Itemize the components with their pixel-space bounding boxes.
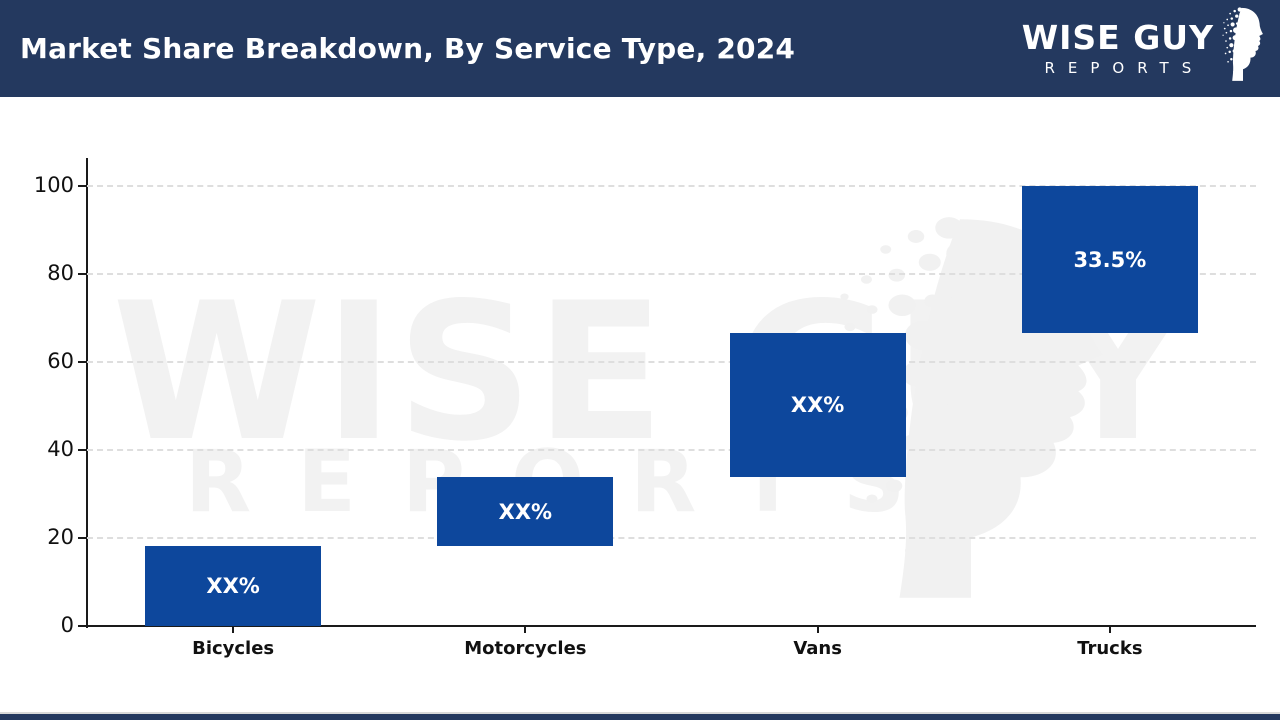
y-tick-label: 40	[47, 437, 74, 461]
y-tick-mark	[78, 625, 87, 627]
bar-vans: XX%	[729, 333, 906, 478]
y-tick-mark	[78, 273, 87, 275]
y-tick-label: 100	[33, 173, 74, 197]
logo-primary-text: WISE GUY	[1021, 18, 1214, 57]
x-category-label: Vans	[793, 638, 842, 659]
gridline	[87, 185, 1256, 187]
y-tick-mark	[78, 361, 87, 363]
logo-secondary-text: REPORTS	[1044, 59, 1205, 77]
x-axis-line	[85, 625, 1256, 627]
header-bar: Market Share Breakdown, By Service Type,…	[0, 0, 1280, 97]
x-tick-mark	[524, 627, 527, 633]
footer-bar	[0, 714, 1280, 720]
y-tick-mark	[78, 449, 87, 451]
y-tick-label: 80	[47, 261, 74, 285]
x-tick-mark	[1108, 627, 1111, 633]
y-tick-label: 60	[47, 349, 74, 373]
gridline	[87, 273, 1256, 275]
bar-value-label: 33.5%	[1073, 247, 1147, 272]
y-axis-line	[86, 158, 88, 628]
wiseguy-logo-text: WISE GUY REPORTS	[1022, 21, 1214, 76]
y-tick-mark	[78, 537, 87, 539]
bar-trucks: 33.5%	[1021, 186, 1198, 334]
x-category-label: Motorcycles	[464, 638, 587, 659]
bar-bicycles: XX%	[145, 545, 322, 626]
x-category-label: Bicycles	[192, 638, 275, 659]
bar-value-label: XX%	[206, 573, 260, 598]
bar-value-label: XX%	[790, 393, 845, 418]
page-title: Market Share Breakdown, By Service Type,…	[20, 32, 796, 65]
bar-motorcycles: XX%	[437, 477, 614, 546]
y-tick-mark	[78, 185, 87, 187]
wiseguy-logo: WISE GUY REPORTS	[1022, 7, 1268, 90]
gridline	[87, 537, 1256, 539]
bar-value-label: XX%	[498, 499, 553, 524]
gridline	[87, 449, 1256, 451]
y-tick-label: 20	[47, 525, 74, 549]
gridline	[87, 361, 1256, 363]
x-tick-mark	[232, 627, 235, 633]
x-category-label: Trucks	[1077, 638, 1143, 659]
bottom-hairline	[0, 712, 1280, 714]
x-tick-mark	[816, 627, 819, 633]
y-tick-label: 0	[60, 613, 74, 637]
